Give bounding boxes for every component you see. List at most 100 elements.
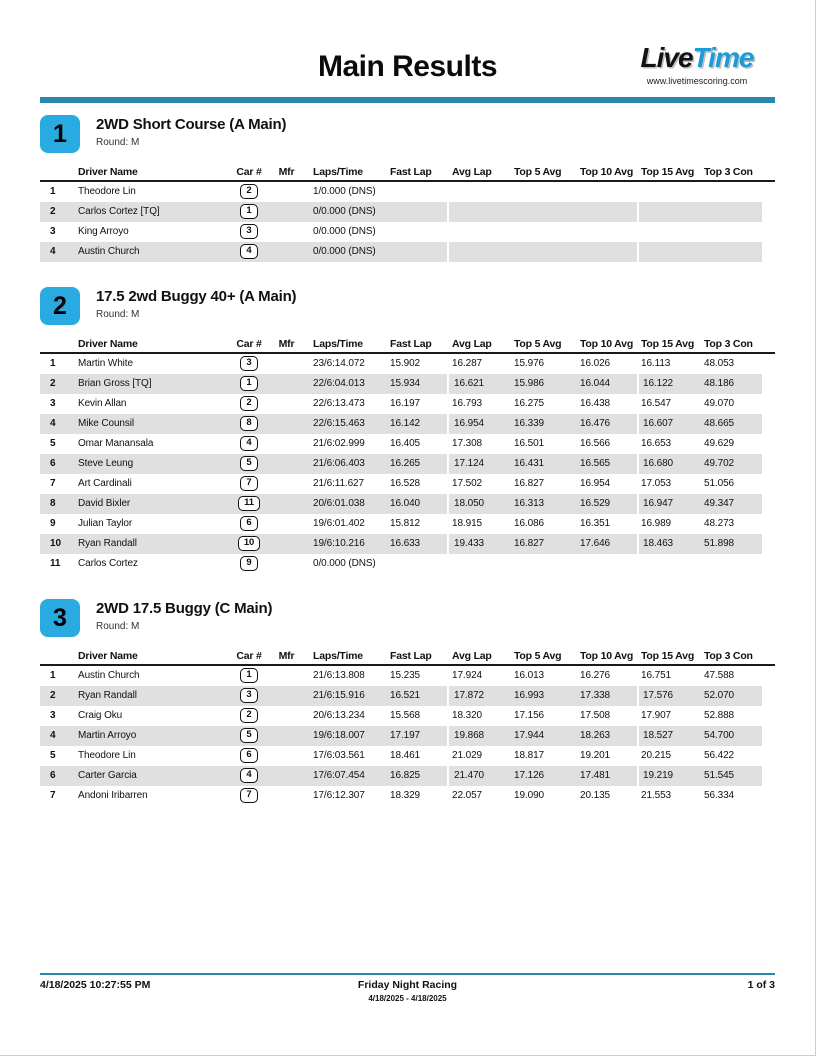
position-cell: 11 [50, 558, 61, 569]
livetime-logo: LiveTime www.livetimescoring.com [617, 42, 777, 86]
driver-cell: Craig Oku [78, 710, 123, 721]
top10-cell: 17.338 [576, 686, 637, 706]
driver-cell: Martin Arroyo [70, 726, 230, 746]
top5-cell [510, 202, 576, 222]
top3-cell: 48.665 [700, 414, 762, 434]
car-cell: 6 [230, 514, 268, 534]
fast-cell: 16.521 [385, 686, 447, 706]
section-header-text: 17.5 2wd Buggy 40+ (A Main) Round: M [96, 287, 297, 320]
car-cell: 7 [230, 474, 268, 494]
top10-cell: 17.481 [576, 766, 637, 786]
fast-cell: 15.568 [390, 710, 420, 721]
driver-cell: Martin White [78, 358, 133, 369]
fast-cell: 16.197 [390, 398, 420, 409]
table-row: 2 Ryan Randall 3 21/6:15.916 16.521 17.872 16.… [40, 686, 775, 706]
position-cell: 2 [40, 374, 70, 394]
laps-cell: 19/6:10.216 [305, 534, 385, 554]
car-number-chip: 8 [240, 416, 258, 431]
top10-cell: 16.566 [580, 438, 610, 449]
avg-cell: 17.124 [447, 454, 510, 474]
logo-url-text: www.livetimescoring.com [646, 76, 748, 86]
table-body: 1 Martin White 3 23/6:14.072 15.902 16.287 15.… [40, 354, 775, 574]
column-header: Fast Lap [390, 650, 432, 662]
section-number-badge: 3 [40, 599, 80, 637]
avg-cell [447, 222, 510, 242]
table-row: 8 David Bixler 11 20/6:01.038 16.040 18.050 16… [40, 494, 775, 514]
top3-cell: 49.629 [704, 438, 734, 449]
position-cell: 6 [40, 766, 70, 786]
avg-cell: 19.868 [447, 726, 510, 746]
car-cell: 5 [230, 726, 268, 746]
top10-cell: 16.476 [576, 414, 637, 434]
fast-cell [385, 222, 447, 242]
driver-cell: Omar Manansala [78, 438, 154, 449]
car-cell: 7 [230, 786, 268, 806]
car-number-chip: 2 [240, 708, 258, 723]
column-header: Driver Name [78, 338, 138, 350]
laps-cell: 21/6:13.808 [313, 670, 365, 681]
position-header-cell [40, 166, 70, 178]
avg-cell: 16.954 [447, 414, 510, 434]
column-header: Driver Name [78, 650, 138, 662]
table-header-row: Driver Name Car # Mfr Laps/Time Fast Lap Avg … [40, 166, 775, 182]
table-row: 2 Carlos Cortez [TQ] 1 0/0.000 (DNS) [40, 202, 775, 222]
mfr-cell [268, 514, 305, 534]
column-header: Top 3 Con [704, 338, 753, 350]
laps-cell: 17/6:07.454 [305, 766, 385, 786]
fast-cell: 16.633 [385, 534, 447, 554]
car-number-chip: 1 [240, 668, 258, 683]
driver-cell: Kevin Allan [78, 398, 127, 409]
table-header-row: Driver Name Car # Mfr Laps/Time Fast Lap Avg … [40, 338, 775, 354]
driver-cell: Mike Counsil [70, 414, 230, 434]
top15-cell: 16.547 [641, 398, 671, 409]
table-row: 1 Martin White 3 23/6:14.072 15.902 16.287 15.… [40, 354, 775, 374]
car-number-chip: 6 [240, 516, 258, 531]
car-number-chip: 10 [237, 536, 261, 551]
top3-cell: 48.053 [704, 358, 734, 369]
top10-cell: 16.026 [580, 358, 610, 369]
page-footer: 4/18/2025 10:27:55 PM Friday Night Racin… [40, 973, 775, 1003]
position-cell: 4 [40, 414, 70, 434]
car-number-chip: 3 [240, 688, 258, 703]
mfr-cell [268, 434, 305, 454]
column-header: Laps/Time [313, 338, 363, 350]
fast-cell: 15.235 [390, 670, 420, 681]
car-number-chip: 5 [240, 728, 258, 743]
table-row: 10 Ryan Randall 10 19/6:10.216 16.633 19.433 1… [40, 534, 775, 554]
fast-cell: 16.040 [385, 494, 447, 514]
car-cell: 1 [230, 202, 268, 222]
column-header: Car # [236, 650, 262, 662]
car-cell: 3 [230, 686, 268, 706]
result-section: 2 17.5 2wd Buggy 40+ (A Main) Round: M Driv… [40, 287, 775, 574]
mfr-cell [268, 354, 305, 374]
section-round-label: Round: M [96, 621, 140, 632]
car-cell: 3 [230, 222, 268, 242]
top10-cell: 19.201 [580, 750, 610, 761]
section-header-text: 2WD 17.5 Buggy (C Main) Round: M [96, 599, 272, 632]
result-section: 3 2WD 17.5 Buggy (C Main) Round: M Driver N… [40, 599, 775, 806]
column-header: Mfr [278, 166, 295, 178]
top5-cell: 16.827 [514, 478, 544, 489]
position-cell: 10 [40, 534, 70, 554]
top3-cell: 52.888 [704, 710, 734, 721]
car-cell: 2 [230, 394, 268, 414]
top10-cell: 16.954 [580, 478, 610, 489]
column-header: Top 5 Avg [514, 166, 562, 178]
top3-cell: 48.186 [700, 374, 762, 394]
car-number-chip: 2 [240, 184, 258, 199]
top15-cell [637, 554, 700, 574]
laps-cell: 1/0.000 (DNS) [313, 186, 376, 197]
top5-cell: 19.090 [514, 790, 544, 801]
top15-cell: 17.907 [641, 710, 671, 721]
position-header-cell [40, 338, 70, 350]
column-header: Top 10 Avg [580, 166, 634, 178]
top3-cell: 49.702 [700, 454, 762, 474]
mfr-cell [268, 746, 305, 766]
laps-cell: 21/6:02.999 [313, 438, 365, 449]
top10-cell: 17.508 [580, 710, 610, 721]
mfr-cell [268, 554, 305, 574]
car-cell: 3 [230, 354, 268, 374]
top15-cell: 16.653 [641, 438, 671, 449]
section-title: 2WD Short Course (A Main) [96, 116, 287, 133]
fast-cell: 16.528 [390, 478, 420, 489]
